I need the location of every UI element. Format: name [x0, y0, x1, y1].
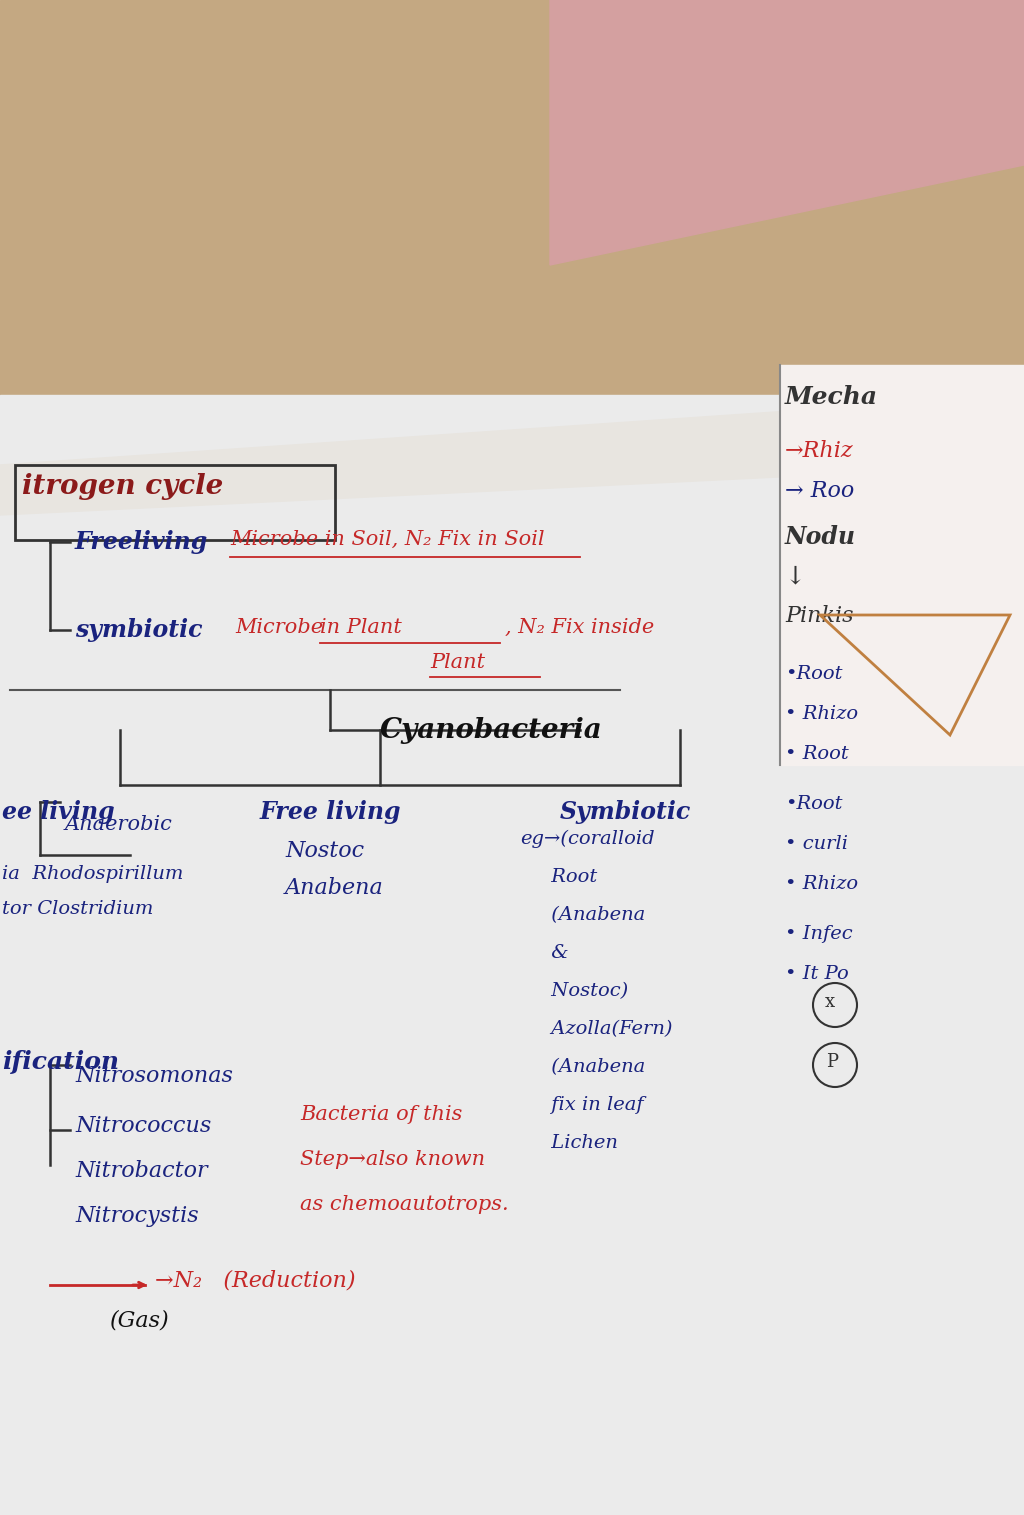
Text: Nitrobactor: Nitrobactor [75, 1160, 208, 1182]
Text: •Root: •Root [785, 665, 843, 683]
Text: P: P [826, 1053, 838, 1071]
Text: x: x [825, 992, 836, 1011]
Text: (Gas): (Gas) [110, 1310, 170, 1332]
Text: Step→also known: Step→also known [300, 1150, 485, 1170]
Text: • Rhizo: • Rhizo [785, 704, 858, 723]
Text: • Rhizo: • Rhizo [785, 876, 858, 892]
Text: ee living: ee living [2, 800, 115, 824]
Text: &: & [520, 944, 568, 962]
Text: ification: ification [2, 1050, 119, 1074]
Bar [780, 365, 1024, 765]
Text: Plant: Plant [430, 653, 485, 673]
Text: •Root: •Root [785, 795, 843, 814]
Text: Free living: Free living [260, 800, 401, 824]
Text: Freeliving: Freeliving [75, 530, 208, 554]
Bar [0, 0, 1024, 465]
Text: • It Po: • It Po [785, 965, 849, 983]
Text: Cyanobacteria: Cyanobacteria [380, 717, 603, 744]
Text: Microbe in Soil, N₂ Fix in Soil: Microbe in Soil, N₂ Fix in Soil [230, 530, 545, 548]
Polygon shape [0, 395, 1024, 515]
Text: →N₂   (Reduction): →N₂ (Reduction) [155, 1270, 355, 1292]
Text: Anaerobic: Anaerobic [65, 815, 173, 833]
Text: → Roo: → Roo [785, 480, 854, 501]
Text: →Rhiz: →Rhiz [785, 439, 854, 462]
Text: Bacteria of this: Bacteria of this [300, 1104, 463, 1124]
Text: Lichen: Lichen [520, 1135, 617, 1151]
Bar [0, 395, 1024, 1515]
Text: itrogen cycle: itrogen cycle [22, 473, 223, 500]
Text: as chemoautotrops.: as chemoautotrops. [300, 1195, 509, 1214]
Polygon shape [550, 0, 1024, 265]
Text: ia  Rhodospirillum: ia Rhodospirillum [2, 865, 183, 883]
Text: Mecha: Mecha [785, 385, 879, 409]
Text: fix in leaf: fix in leaf [520, 1095, 644, 1114]
Text: , N₂ Fix inside: , N₂ Fix inside [505, 618, 654, 636]
Text: eg→(coralloid: eg→(coralloid [520, 830, 654, 848]
Text: Microbe: Microbe [234, 618, 330, 636]
Text: Nitrocystis: Nitrocystis [75, 1204, 199, 1227]
Text: • Infec: • Infec [785, 926, 853, 942]
Text: (Anabena: (Anabena [520, 1057, 645, 1076]
Text: • Root: • Root [785, 745, 849, 764]
Text: Nodu: Nodu [785, 526, 856, 548]
Text: Nitrococcus: Nitrococcus [75, 1115, 211, 1136]
Text: Symbiotic: Symbiotic [560, 800, 691, 824]
Text: (Anabena: (Anabena [520, 906, 645, 924]
Text: in Plant: in Plant [319, 618, 401, 636]
Text: Nitrosomonas: Nitrosomonas [75, 1065, 232, 1086]
Text: Azolla(Fern): Azolla(Fern) [520, 1020, 673, 1038]
Text: ↓: ↓ [785, 565, 806, 588]
Text: Anabena: Anabena [285, 877, 384, 898]
Text: Nostoc: Nostoc [285, 839, 365, 862]
Text: tor Clostridium: tor Clostridium [2, 900, 154, 918]
Text: symbiotic: symbiotic [75, 618, 203, 642]
Bar [15, 465, 335, 539]
Text: Pinkis: Pinkis [785, 604, 853, 627]
Text: • curli: • curli [785, 835, 848, 853]
Text: Nostoc): Nostoc) [520, 982, 629, 1000]
Text: Root: Root [520, 868, 597, 886]
